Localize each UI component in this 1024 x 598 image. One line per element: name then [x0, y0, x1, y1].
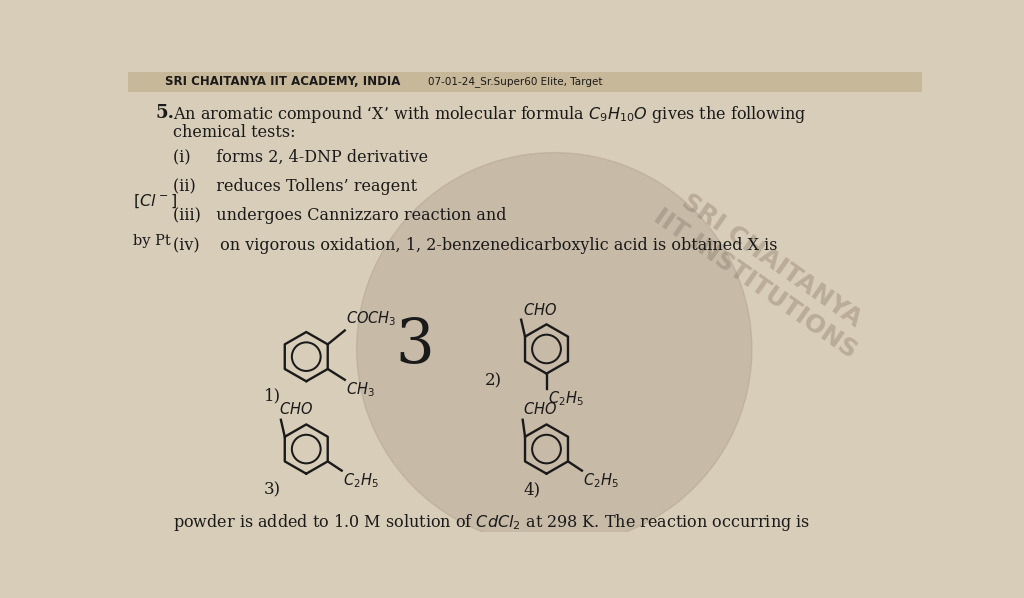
Text: 1): 1)	[263, 388, 281, 404]
Text: $C_2H_5$: $C_2H_5$	[584, 471, 620, 490]
Text: $C_2H_5$: $C_2H_5$	[548, 390, 584, 408]
Text: (i)     forms 2, 4-DNP derivative: (i) forms 2, 4-DNP derivative	[173, 149, 428, 166]
Text: 3): 3)	[263, 481, 281, 498]
Bar	[128, 72, 922, 91]
Text: 4): 4)	[523, 481, 541, 498]
Text: $CHO$: $CHO$	[280, 401, 313, 417]
Text: 07-01-24_Sr.Super60 Elite, Target: 07-01-24_Sr.Super60 Elite, Target	[428, 77, 603, 87]
Text: $CHO$: $CHO$	[522, 302, 557, 318]
Text: $CHO$: $CHO$	[523, 401, 558, 417]
Text: (iv)    on vigorous oxidation, 1, 2-benzenedicarboxylic acid is obtained X is: (iv) on vigorous oxidation, 1, 2-benzene…	[173, 237, 777, 254]
Text: $[Cl^-]$: $[Cl^-]$	[133, 193, 177, 210]
Text: 3: 3	[395, 315, 434, 375]
Text: 5.: 5.	[155, 104, 174, 122]
Text: (ii)    reduces Tollens’ reagent: (ii) reduces Tollens’ reagent	[173, 178, 417, 195]
Text: SRI CHAITANYA IIT ACADEMY, INDIA: SRI CHAITANYA IIT ACADEMY, INDIA	[165, 75, 400, 89]
Text: $C_2H_5$: $C_2H_5$	[343, 471, 379, 490]
Text: $COCH_3$: $COCH_3$	[346, 310, 397, 328]
Circle shape	[356, 152, 752, 545]
Text: (iii)   undergoes Cannizzaro reaction and: (iii) undergoes Cannizzaro reaction and	[173, 208, 507, 224]
Text: An aromatic compound ‘X’ with molecular formula $C_9H_{10}O$ gives the following: An aromatic compound ‘X’ with molecular …	[173, 104, 806, 125]
Text: powder is added to 1.0 M solution of $CdCl_2$ at 298 K. The reaction occurring i: powder is added to 1.0 M solution of $Cd…	[173, 512, 810, 533]
Text: chemical tests:: chemical tests:	[173, 124, 296, 141]
Text: 2): 2)	[484, 372, 502, 389]
Text: $CH_3$: $CH_3$	[346, 380, 375, 399]
Text: SRI CHAITANYA
IIT INSTITUTIONS: SRI CHAITANYA IIT INSTITUTIONS	[649, 181, 878, 362]
Text: by Pt: by Pt	[133, 234, 170, 248]
